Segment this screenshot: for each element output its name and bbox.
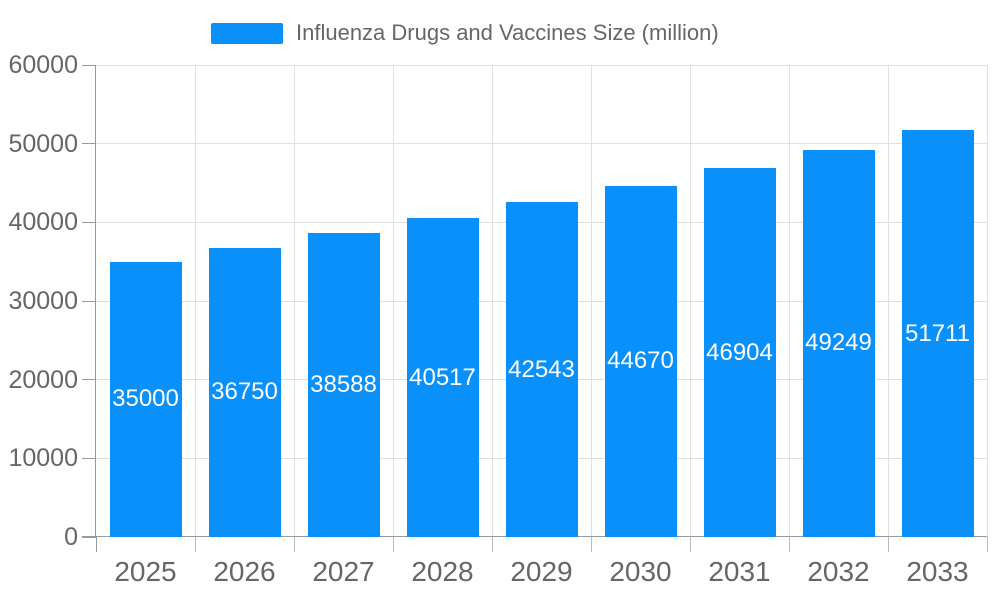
x-axis-label: 2033 [906, 556, 969, 587]
x-axis-tick [788, 537, 790, 552]
y-axis-tick [82, 457, 96, 459]
y-axis-tick [82, 536, 96, 538]
x-gridline [689, 65, 691, 537]
legend-swatch [211, 22, 283, 44]
y-axis-label: 40000 [8, 208, 78, 237]
x-axis-label: 2026 [213, 556, 276, 587]
x-gridline [590, 65, 592, 537]
y-gridline [96, 64, 987, 66]
x-axis-label: 2028 [411, 556, 474, 587]
bar-value-label: 36750 [211, 378, 278, 406]
bar-value-label: 40517 [409, 363, 476, 391]
x-axis-label: 2027 [312, 556, 375, 587]
x-gridline [392, 65, 394, 537]
bar[interactable] [901, 130, 974, 537]
x-axis-tick [293, 537, 295, 552]
bar-value-label: 35000 [112, 385, 179, 413]
bar[interactable] [604, 185, 677, 537]
x-axis-tick [590, 537, 592, 552]
y-axis-line [95, 65, 96, 537]
y-axis-tick [82, 221, 96, 223]
bar[interactable] [703, 168, 776, 537]
x-gridline [986, 65, 988, 537]
x-axis-tick [491, 537, 493, 552]
x-axis-tick [887, 537, 889, 552]
bar-value-label: 51711 [905, 319, 970, 347]
x-axis-label: 2031 [708, 556, 771, 587]
y-gridline [96, 143, 987, 145]
x-gridline [194, 65, 196, 537]
x-axis-tick [392, 537, 394, 552]
y-axis-label: 10000 [8, 444, 78, 473]
bar[interactable] [505, 202, 578, 537]
x-axis-tick [986, 537, 988, 552]
y-axis-tick [82, 379, 96, 381]
bar-value-label: 49249 [805, 329, 872, 357]
x-axis-tick [194, 537, 196, 552]
x-axis-tick [689, 537, 691, 552]
y-axis-label: 60000 [8, 51, 78, 79]
bar[interactable] [307, 233, 380, 537]
bar[interactable] [109, 261, 182, 537]
legend-label: Influenza Drugs and Vaccines Size (milli… [296, 20, 719, 45]
y-axis-label: 50000 [8, 129, 78, 158]
x-axis-label: 2030 [609, 556, 672, 587]
bar[interactable] [208, 247, 281, 537]
x-gridline [491, 65, 493, 537]
bar-value-label: 44670 [607, 347, 674, 375]
y-axis-label: 0 [64, 523, 78, 551]
y-axis-label: 30000 [8, 287, 78, 315]
x-gridline [293, 65, 295, 537]
legend-item[interactable]: Influenza Drugs and Vaccines Size (milli… [211, 21, 719, 45]
x-gridline [887, 65, 889, 537]
x-axis-tick [95, 537, 97, 552]
bar-value-label: 42543 [508, 355, 575, 383]
x-axis-label: 2029 [510, 556, 573, 587]
bar[interactable] [406, 218, 479, 537]
x-gridline [788, 65, 790, 537]
y-axis-label: 20000 [8, 365, 78, 394]
bar-value-label: 46904 [706, 338, 773, 366]
bar-value-label: 38588 [310, 371, 377, 399]
bar[interactable] [802, 149, 875, 537]
x-axis-label: 2032 [807, 556, 870, 587]
x-axis-label: 2025 [114, 556, 177, 587]
y-axis-tick [82, 300, 96, 302]
y-axis-tick [82, 143, 96, 145]
y-axis-tick [82, 64, 96, 66]
